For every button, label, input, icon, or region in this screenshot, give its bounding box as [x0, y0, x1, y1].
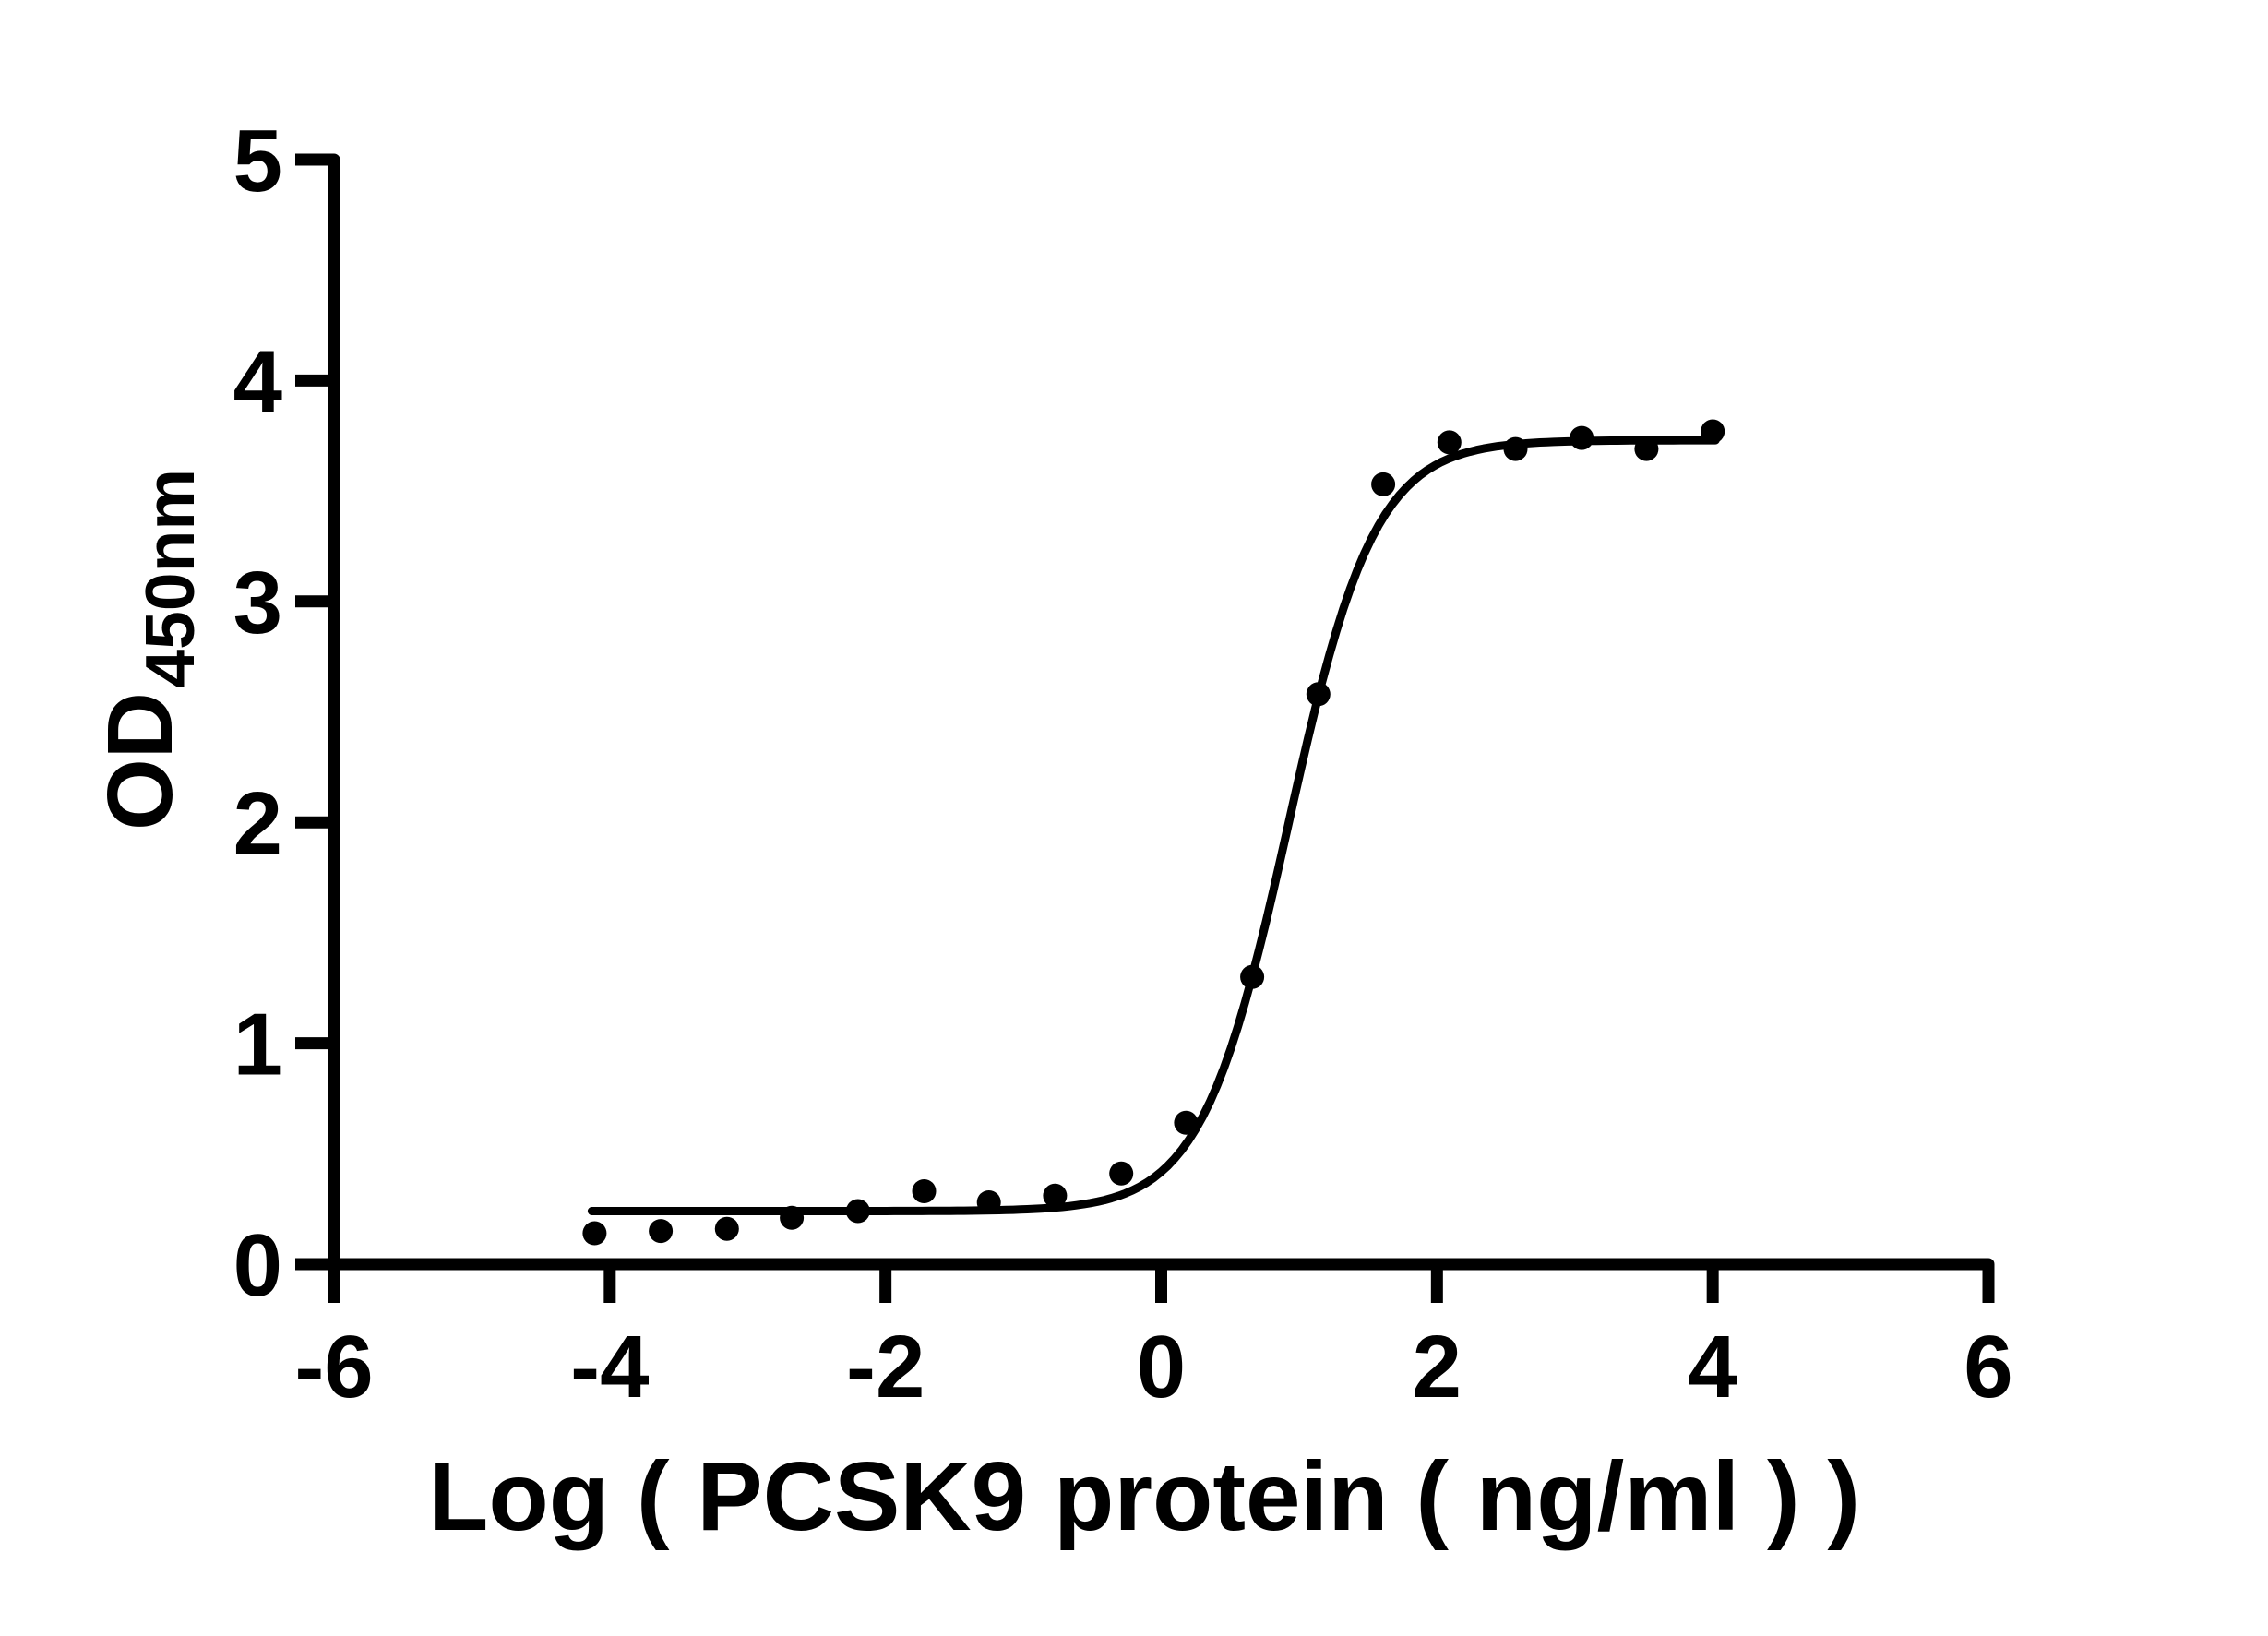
y-axis-ticks: [295, 153, 334, 1271]
y-tick-label: 5: [233, 112, 282, 210]
x-tick-label: -2: [846, 1318, 925, 1416]
axes-frame: [328, 153, 1995, 1271]
x-tick-label: 4: [1688, 1318, 1737, 1416]
data-point: [1570, 425, 1594, 450]
x-axis-tick-labels: -6 -4 -2 0 2 4 6: [294, 1318, 2012, 1416]
data-point: [1306, 682, 1331, 707]
data-point: [1043, 1183, 1068, 1208]
y-tick-label: 3: [233, 554, 282, 652]
x-tick-label: 0: [1137, 1318, 1186, 1416]
y-axis-title-main: OD: [89, 692, 192, 830]
x-tick-label: -6: [294, 1318, 373, 1416]
data-point: [1437, 430, 1462, 455]
data-point: [780, 1205, 805, 1230]
data-point: [912, 1179, 937, 1203]
data-point: [1174, 1110, 1199, 1135]
y-axis-title: OD 450nm: [89, 469, 209, 830]
x-tick-label: -4: [570, 1318, 649, 1416]
data-point: [714, 1216, 739, 1241]
x-tick-label: 2: [1413, 1318, 1462, 1416]
y-tick-label: 0: [233, 1216, 282, 1315]
y-axis-title-subscript: 450nm: [131, 469, 209, 688]
data-point: [1371, 472, 1396, 496]
x-axis-title: Log ( PCSK9 protein ( ng/ml ) ): [428, 1442, 1860, 1551]
data-point: [649, 1219, 674, 1244]
y-tick-label: 1: [233, 996, 282, 1094]
data-point: [845, 1199, 870, 1224]
data-point: [976, 1190, 1001, 1214]
y-tick-label: 2: [233, 774, 282, 873]
y-tick-label: 4: [233, 332, 282, 431]
y-axis-tick-labels: 0 1 2 3 4 5: [233, 112, 282, 1315]
data-point: [1109, 1161, 1134, 1186]
plot-area: 0 1 2 3 4 5 -6 -4 -2 0 2 4 6: [233, 112, 2013, 1416]
data-point: [1240, 964, 1265, 989]
data-points: [582, 419, 1725, 1246]
data-point: [582, 1221, 607, 1246]
x-tick-label: 6: [1964, 1318, 2012, 1416]
x-axis-ticks: [328, 1264, 1995, 1303]
fit-curve: [587, 436, 1720, 1215]
data-point: [1503, 436, 1528, 461]
data-point: [1701, 419, 1725, 444]
data-point: [1634, 436, 1659, 461]
